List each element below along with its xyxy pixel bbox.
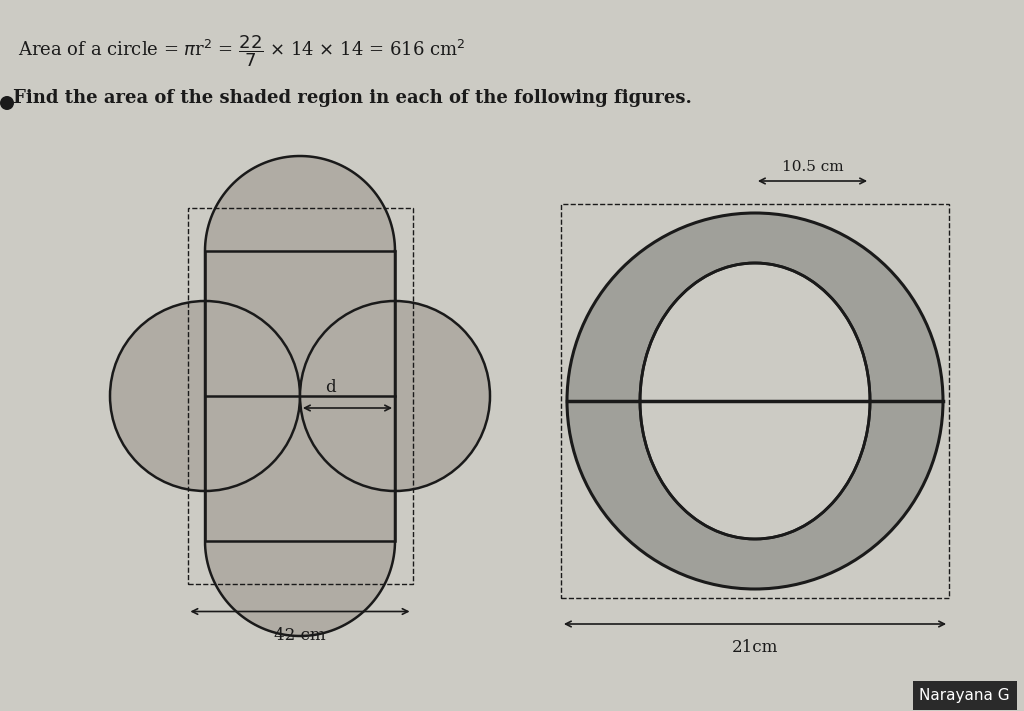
Polygon shape bbox=[205, 156, 395, 636]
Ellipse shape bbox=[640, 263, 870, 539]
Text: 10.5 cm: 10.5 cm bbox=[781, 160, 844, 174]
Bar bbox=[205, 251, 395, 541]
Bar bbox=[561, 204, 949, 598]
Ellipse shape bbox=[110, 301, 300, 491]
Circle shape bbox=[567, 213, 943, 589]
Circle shape bbox=[0, 96, 14, 110]
Ellipse shape bbox=[300, 301, 490, 491]
Text: Area of a circle = $\pi$r$^2$ = $\dfrac{22}{7}$ $\times$ 14 $\times$ 14 = 616 cm: Area of a circle = $\pi$r$^2$ = $\dfrac{… bbox=[18, 33, 465, 69]
Text: 21cm: 21cm bbox=[732, 639, 778, 656]
Text: Find the area of the shaded region in each of the following figures.: Find the area of the shaded region in ea… bbox=[13, 89, 692, 107]
Text: Narayana G: Narayana G bbox=[920, 688, 1010, 703]
Text: d: d bbox=[325, 379, 335, 396]
Text: 42 cm: 42 cm bbox=[274, 626, 326, 643]
Bar bbox=[187, 208, 413, 584]
